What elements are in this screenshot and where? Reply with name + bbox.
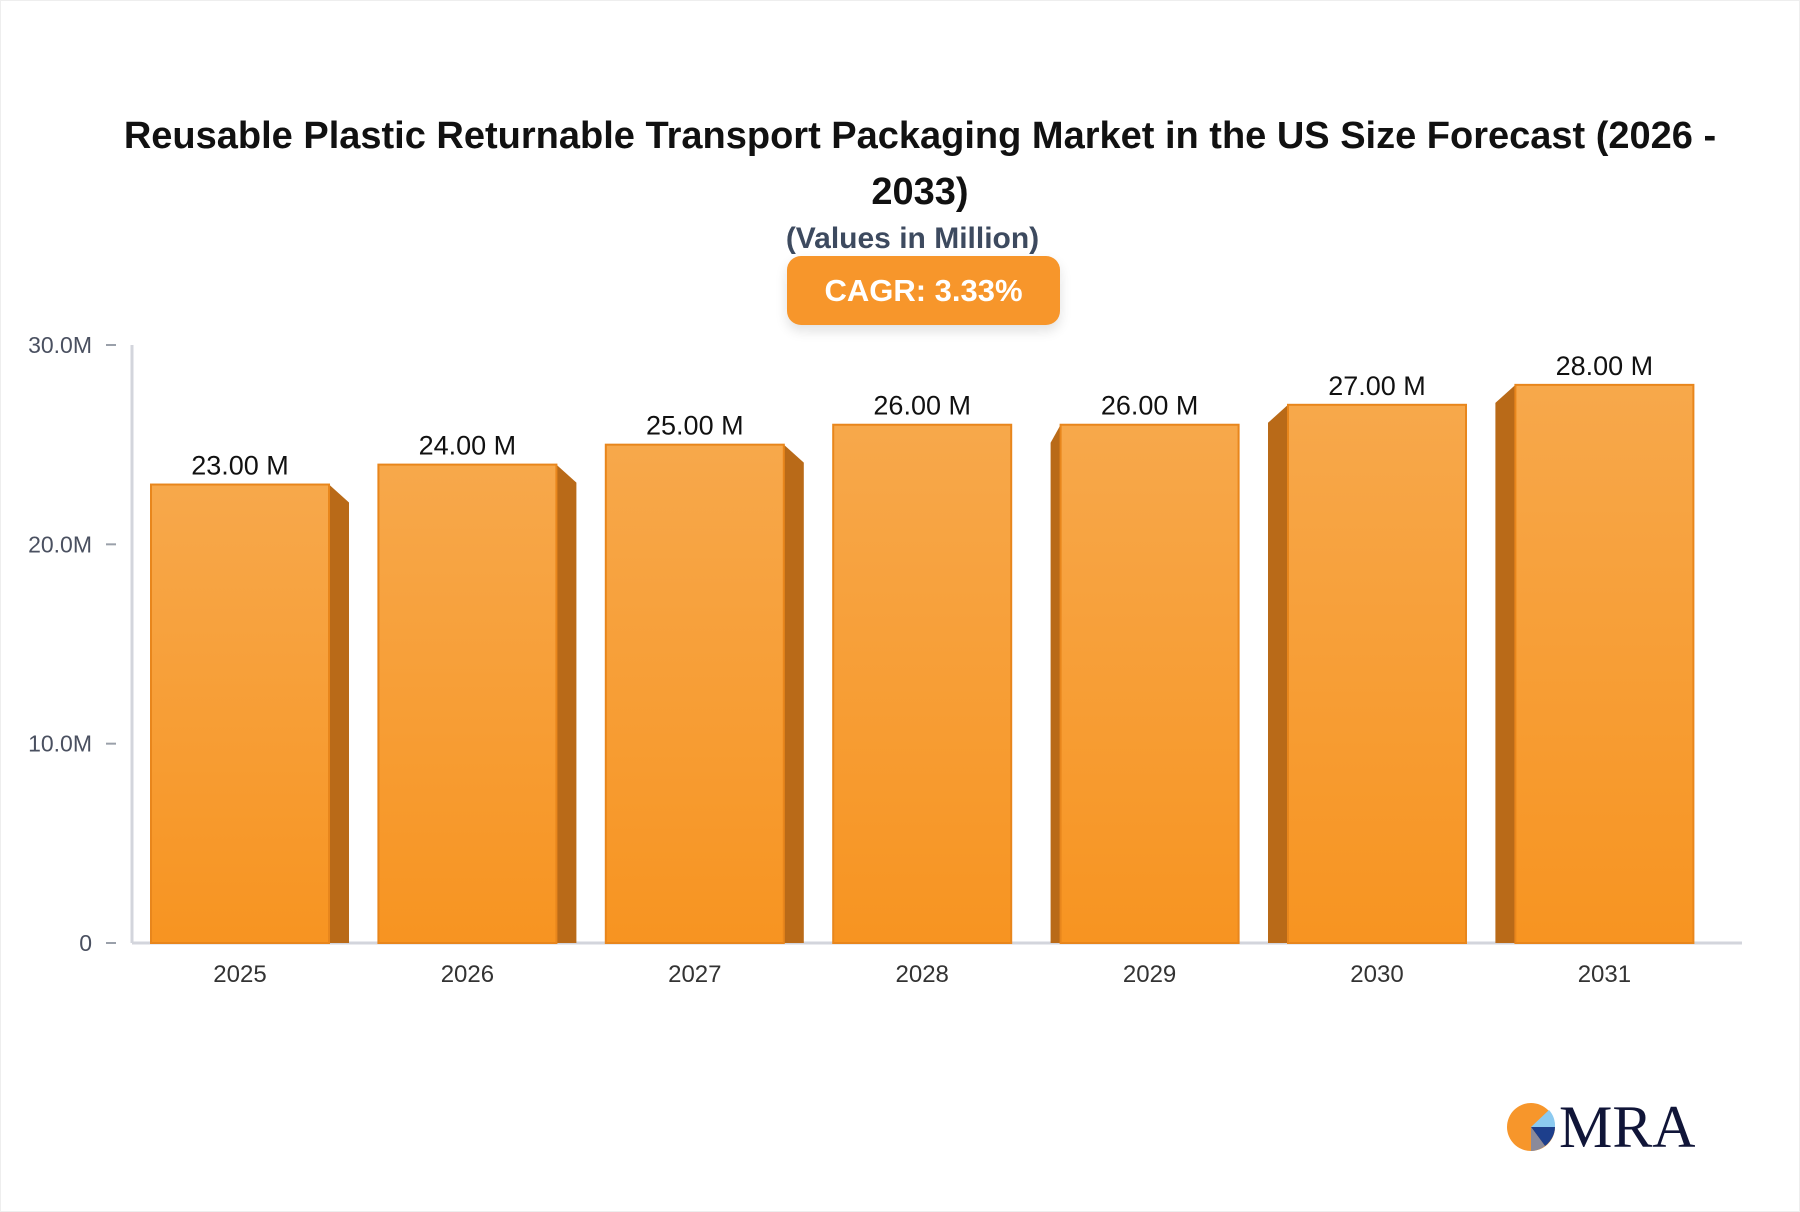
logo-text: MRA xyxy=(1559,1095,1695,1155)
data-label: 25.00 M xyxy=(646,411,744,441)
x-tick-label: 2031 xyxy=(1578,961,1631,988)
bar xyxy=(1514,383,1695,945)
bar-side xyxy=(1050,424,1061,943)
bar-side xyxy=(329,484,349,943)
data-label: 26.00 M xyxy=(1101,391,1199,421)
bar-side xyxy=(1268,404,1288,943)
y-tick-label: 0 xyxy=(79,930,92,956)
data-label: 24.00 M xyxy=(419,431,517,461)
bar-side xyxy=(783,444,804,943)
cagr-badge: CAGR: 3.33% xyxy=(787,256,1060,325)
x-tick-label: 2027 xyxy=(668,961,721,988)
x-tick-label: 2030 xyxy=(1350,961,1403,988)
chart-title: Reusable Plastic Returnable Transport Pa… xyxy=(123,115,1717,213)
y-tick-label: 30.0M xyxy=(28,332,92,358)
data-label: 23.00 M xyxy=(191,451,289,481)
y-tick-label: 20.0M xyxy=(28,531,92,557)
bar xyxy=(1287,403,1467,944)
x-tick-label: 2029 xyxy=(1123,961,1176,988)
bar xyxy=(1059,423,1240,944)
x-tick-label: 2028 xyxy=(896,961,949,988)
x-tick-label: 2025 xyxy=(213,961,266,988)
chart-subtitle: (Values in Million) xyxy=(785,222,1040,255)
bar-side xyxy=(1495,384,1516,943)
bar xyxy=(832,423,1013,944)
data-label: 26.00 M xyxy=(873,391,971,421)
data-label: 28.00 M xyxy=(1556,351,1654,381)
bar xyxy=(150,483,330,944)
bar xyxy=(604,443,785,944)
data-label: 27.00 M xyxy=(1328,371,1426,401)
mra-logo: MRA xyxy=(1505,1095,1695,1155)
bar-side xyxy=(556,464,577,943)
y-tick-label: 10.0M xyxy=(28,731,92,757)
bar xyxy=(377,463,558,944)
mra-logo-icon: MRA xyxy=(1507,1095,1695,1155)
x-tick-label: 2026 xyxy=(441,961,494,988)
